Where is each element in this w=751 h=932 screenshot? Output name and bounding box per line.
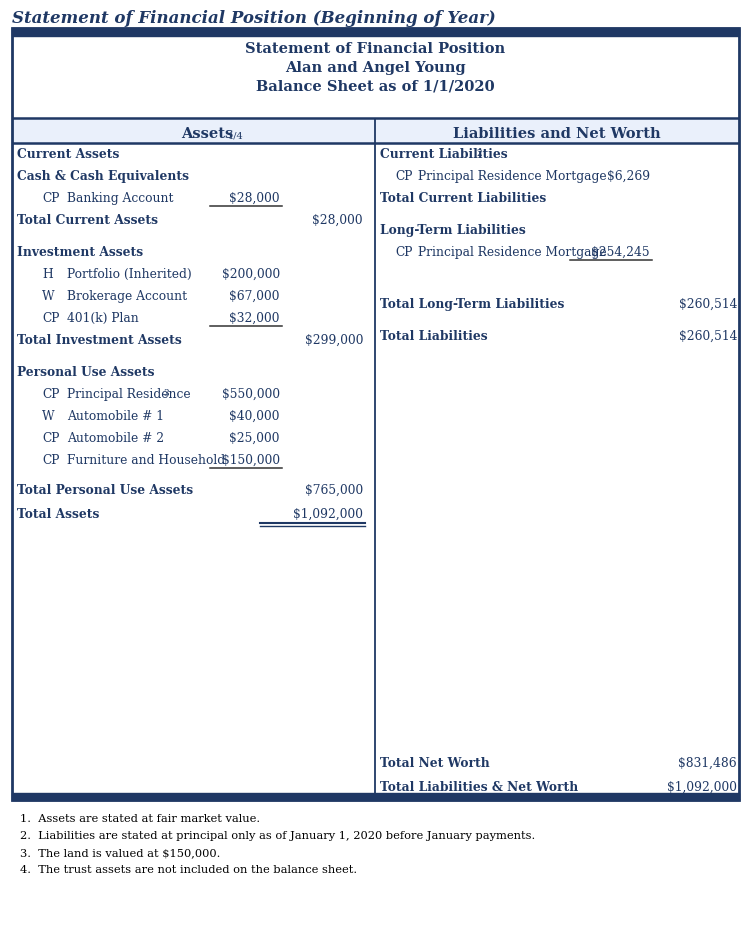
Text: $32,000: $32,000: [230, 312, 280, 325]
Text: Furniture and Household: Furniture and Household: [67, 454, 225, 467]
Text: Balance Sheet as of 1/1/2020: Balance Sheet as of 1/1/2020: [256, 80, 495, 94]
Text: H: H: [42, 268, 53, 281]
Text: $831,486: $831,486: [678, 757, 737, 770]
Text: Total Net Worth: Total Net Worth: [380, 757, 490, 770]
Text: 3.  The land is valued at $150,000.: 3. The land is valued at $150,000.: [20, 848, 220, 858]
Text: $150,000: $150,000: [222, 454, 280, 467]
Text: $299,000: $299,000: [304, 334, 363, 347]
Text: $28,000: $28,000: [312, 214, 363, 227]
Text: Investment Assets: Investment Assets: [17, 246, 143, 259]
Text: CP: CP: [395, 246, 412, 259]
Text: $765,000: $765,000: [305, 484, 363, 497]
Bar: [12, 28, 739, 36]
Bar: [375, 118, 739, 143]
Text: Total Current Assets: Total Current Assets: [17, 214, 158, 227]
Text: 3: 3: [163, 389, 169, 398]
Text: Principal Residence Mortgage: Principal Residence Mortgage: [418, 246, 607, 259]
Text: 1/4: 1/4: [228, 131, 243, 141]
Text: CP: CP: [42, 388, 59, 401]
Text: $40,000: $40,000: [230, 410, 280, 423]
Text: $200,000: $200,000: [222, 268, 280, 281]
Text: Total Personal Use Assets: Total Personal Use Assets: [17, 484, 193, 497]
Text: CP: CP: [395, 170, 412, 183]
Text: $260,514: $260,514: [678, 298, 737, 311]
Text: $550,000: $550,000: [222, 388, 280, 401]
Text: $1,092,000: $1,092,000: [667, 781, 737, 794]
Text: Statement of Financial Position: Statement of Financial Position: [246, 42, 505, 56]
Text: Total Current Liabilities: Total Current Liabilities: [380, 192, 546, 205]
Text: $254,245: $254,245: [591, 246, 650, 259]
Text: Liabilities and Net Worth: Liabilities and Net Worth: [453, 128, 661, 142]
Text: Total Investment Assets: Total Investment Assets: [17, 334, 182, 347]
Text: Personal Use Assets: Personal Use Assets: [17, 366, 155, 379]
Text: Automobile # 2: Automobile # 2: [67, 432, 164, 445]
Text: $1,092,000: $1,092,000: [293, 508, 363, 521]
Text: W: W: [42, 410, 55, 423]
Text: $6,269: $6,269: [607, 170, 650, 183]
Text: W: W: [42, 290, 55, 303]
Text: Portfolio (Inherited): Portfolio (Inherited): [67, 268, 192, 281]
Text: Statement of Financial Position (Beginning of Year): Statement of Financial Position (Beginni…: [12, 10, 496, 27]
Text: $28,000: $28,000: [229, 192, 280, 205]
Text: 1.  Assets are stated at fair market value.: 1. Assets are stated at fair market valu…: [20, 814, 260, 824]
Text: Principal Residence: Principal Residence: [67, 388, 191, 401]
Text: CP: CP: [42, 192, 59, 205]
Text: Total Liabilities: Total Liabilities: [380, 330, 487, 343]
Text: 4.  The trust assets are not included on the balance sheet.: 4. The trust assets are not included on …: [20, 865, 357, 875]
Bar: [12, 118, 375, 143]
Text: $67,000: $67,000: [230, 290, 280, 303]
Text: CP: CP: [42, 454, 59, 467]
Text: Automobile # 1: Automobile # 1: [67, 410, 164, 423]
Text: Long-Term Liabilities: Long-Term Liabilities: [380, 224, 526, 237]
Text: $260,514: $260,514: [678, 330, 737, 343]
Text: Alan and Angel Young: Alan and Angel Young: [285, 61, 466, 75]
Text: Assets: Assets: [182, 128, 234, 142]
Text: Total Liabilities & Net Worth: Total Liabilities & Net Worth: [380, 781, 578, 794]
Text: Banking Account: Banking Account: [67, 192, 173, 205]
Text: 2: 2: [476, 149, 481, 158]
Text: 401(k) Plan: 401(k) Plan: [67, 312, 139, 325]
Bar: [12, 793, 739, 800]
Text: Current Assets: Current Assets: [17, 148, 119, 161]
Text: CP: CP: [42, 312, 59, 325]
Text: 2.  Liabilities are stated at principal only as of January 1, 2020 before Januar: 2. Liabilities are stated at principal o…: [20, 831, 535, 841]
Text: Brokerage Account: Brokerage Account: [67, 290, 187, 303]
Text: Current Liabilities: Current Liabilities: [380, 148, 508, 161]
Text: Principal Residence Mortgage: Principal Residence Mortgage: [418, 170, 607, 183]
Text: $25,000: $25,000: [230, 432, 280, 445]
Text: Cash & Cash Equivalents: Cash & Cash Equivalents: [17, 170, 189, 183]
Text: CP: CP: [42, 432, 59, 445]
Text: Total Long-Term Liabilities: Total Long-Term Liabilities: [380, 298, 564, 311]
Text: Total Assets: Total Assets: [17, 508, 99, 521]
